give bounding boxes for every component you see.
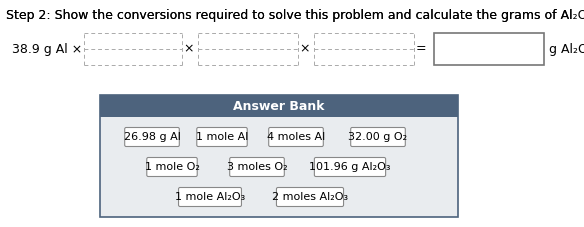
FancyBboxPatch shape (351, 128, 405, 146)
Text: 38.9 g Al ×: 38.9 g Al × (12, 42, 82, 55)
FancyBboxPatch shape (276, 188, 343, 207)
Text: 2 moles Al₂O₃: 2 moles Al₂O₃ (272, 192, 348, 202)
Text: Step 2: Show the conversions required to solve this problem and calculate the gr: Step 2: Show the conversions required to… (6, 9, 573, 22)
Text: 4 moles Al: 4 moles Al (267, 132, 325, 142)
Text: =: = (416, 42, 426, 55)
FancyBboxPatch shape (269, 128, 324, 146)
FancyBboxPatch shape (147, 158, 197, 177)
Text: ×: × (300, 42, 310, 55)
Text: 1 mole Al₂O₃: 1 mole Al₂O₃ (175, 192, 245, 202)
FancyBboxPatch shape (197, 128, 247, 146)
Bar (434, 33, 544, 65)
Text: Answer Bank: Answer Bank (233, 99, 325, 113)
Text: 3 moles O₂: 3 moles O₂ (227, 162, 287, 172)
Bar (100, 95, 458, 117)
Text: 26.98 g Al: 26.98 g Al (124, 132, 180, 142)
Bar (100, 95, 458, 217)
Text: g Al₂O₃: g Al₂O₃ (549, 42, 584, 55)
Text: 32.00 g O₂: 32.00 g O₂ (349, 132, 408, 142)
Text: ×: × (184, 42, 194, 55)
FancyBboxPatch shape (125, 128, 179, 146)
FancyBboxPatch shape (314, 158, 385, 177)
Text: 101.96 g Al₂O₃: 101.96 g Al₂O₃ (310, 162, 391, 172)
FancyBboxPatch shape (230, 158, 284, 177)
Text: 1 mole Al: 1 mole Al (196, 132, 248, 142)
Text: 1 mole O₂: 1 mole O₂ (145, 162, 200, 172)
Text: Step 2: Show the conversions required to solve this problem and calculate the gr: Step 2: Show the conversions required to… (6, 9, 584, 22)
FancyBboxPatch shape (179, 188, 241, 207)
